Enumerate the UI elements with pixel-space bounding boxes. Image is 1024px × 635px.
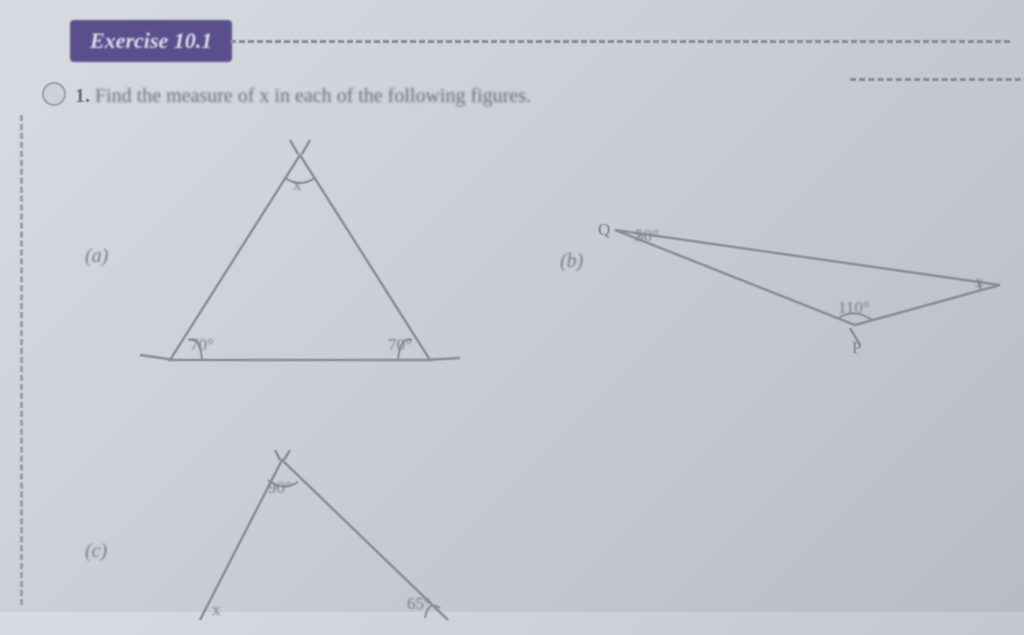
angle-c-top: 90° <box>268 478 292 498</box>
vertex-q: Q <box>598 220 610 240</box>
angle-a-br: 70° <box>388 335 412 355</box>
angle-b-x: x <box>975 272 984 292</box>
angle-c-br: 65° <box>407 594 431 614</box>
angle-c-x: x <box>212 600 221 620</box>
angle-a-bl: 70° <box>190 335 214 355</box>
question-icon <box>42 82 66 106</box>
left-margin-dash <box>20 115 23 605</box>
triangle-c: 90° 65° x <box>180 450 500 635</box>
angle-b-q: 50° <box>635 226 659 246</box>
question-text: Find the measure of x in each of the fol… <box>95 85 531 108</box>
vertex-p: P <box>852 338 861 358</box>
divider-dashed-2 <box>850 78 1024 81</box>
angle-b-p: 110° <box>838 298 870 318</box>
divider-dashed <box>230 40 1010 43</box>
angle-a-top: x <box>293 175 302 195</box>
exercise-label: Exercise 10.1 <box>70 20 232 62</box>
question-number: 1. <box>75 85 90 108</box>
figure-c-label: (c) <box>85 540 107 563</box>
triangle-b: Q P 50° 110° x <box>580 210 1020 375</box>
triangle-a: x 70° 70° <box>130 140 480 385</box>
figure-a-label: (a) <box>85 245 108 268</box>
